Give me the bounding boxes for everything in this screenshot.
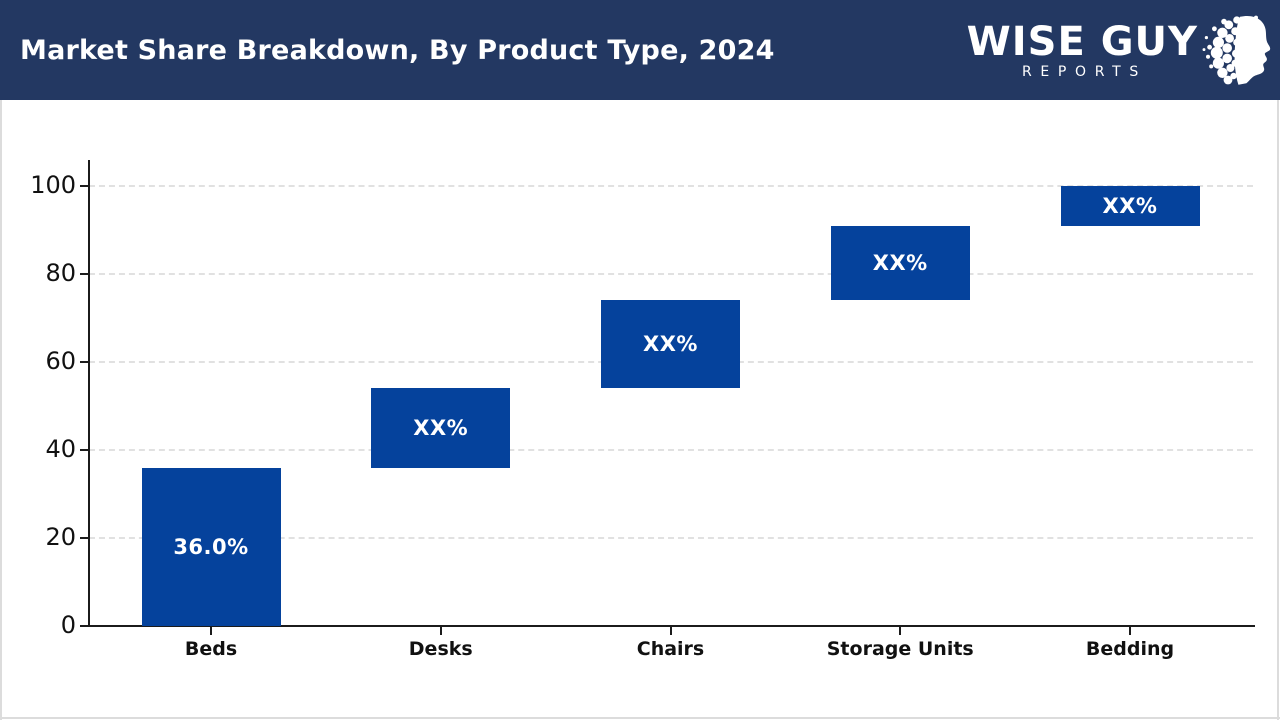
y-axis-tick: [80, 273, 88, 275]
y-axis-tick: [80, 361, 88, 363]
bar-value-label: XX%: [643, 332, 698, 357]
y-axis-tick: [80, 185, 88, 187]
bar-value-label: 36.0%: [173, 534, 249, 559]
bar-beds: 36.0%: [141, 467, 281, 626]
bar-value-label: XX%: [413, 415, 469, 440]
y-axis-tick: [80, 449, 88, 451]
x-axis-tick: [210, 627, 212, 635]
x-axis-category-label: Chairs: [636, 638, 705, 660]
y-axis-line: [88, 160, 90, 627]
gridline: [89, 537, 1253, 539]
brand-logo-wordmark: WISE GUY: [966, 19, 1198, 65]
bar-value-label: XX%: [872, 250, 928, 275]
chart-canvas: 0 20 40 60 80 100 36.0% Beds XX% Desks XX% Chairs XX…: [0, 100, 1280, 720]
gridline: [89, 449, 1253, 451]
brand-logo-subtext: REPORTS: [1021, 64, 1147, 80]
x-axis-category-label: Beds: [184, 638, 238, 660]
gridline: [89, 273, 1253, 275]
card-border-left: [0, 100, 2, 720]
y-axis-tick-label: 60: [45, 347, 76, 375]
y-axis-tick-label: 20: [45, 523, 76, 551]
y-axis-tick-label: 80: [45, 259, 76, 287]
plot-area: 0 20 40 60 80 100 36.0% Beds XX% Desks XX% Chairs XX…: [0, 100, 1280, 720]
bar-value-label: XX%: [1102, 193, 1158, 218]
y-axis-tick-label: 0: [60, 611, 76, 639]
brand-logo-text: WISE GUY REPORTS: [967, 20, 1198, 80]
x-axis-tick: [1129, 627, 1131, 635]
header-bar: Market Share Breakdown, By Product Type,…: [0, 0, 1280, 100]
card-border-right: [1277, 100, 1279, 720]
gridline: [89, 185, 1253, 187]
brand-logo: WISE GUY REPORTS: [967, 6, 1272, 94]
y-axis-tick-label: 40: [45, 435, 76, 463]
y-axis-tick-label: 100: [30, 171, 76, 199]
x-axis-line: [89, 625, 1255, 627]
bar-storage-units: XX%: [830, 225, 970, 301]
x-axis-tick: [439, 627, 442, 635]
x-axis-category-label: Desks: [408, 638, 473, 660]
x-axis-tick: [669, 627, 672, 635]
y-axis-tick: [80, 537, 88, 539]
y-axis-tick: [80, 625, 88, 627]
bar-chairs: XX%: [601, 300, 740, 389]
x-axis-category-label: Storage Units: [826, 638, 974, 660]
brand-logo-head-icon: [1202, 15, 1271, 85]
bar-desks: XX%: [371, 388, 511, 468]
chart-title: Market Share Breakdown, By Product Type,…: [20, 34, 775, 66]
x-axis-category-label: Bedding: [1085, 638, 1175, 660]
bar-bedding: XX%: [1060, 186, 1200, 226]
x-axis-tick: [899, 627, 902, 635]
card-border-bottom: [0, 717, 1280, 719]
